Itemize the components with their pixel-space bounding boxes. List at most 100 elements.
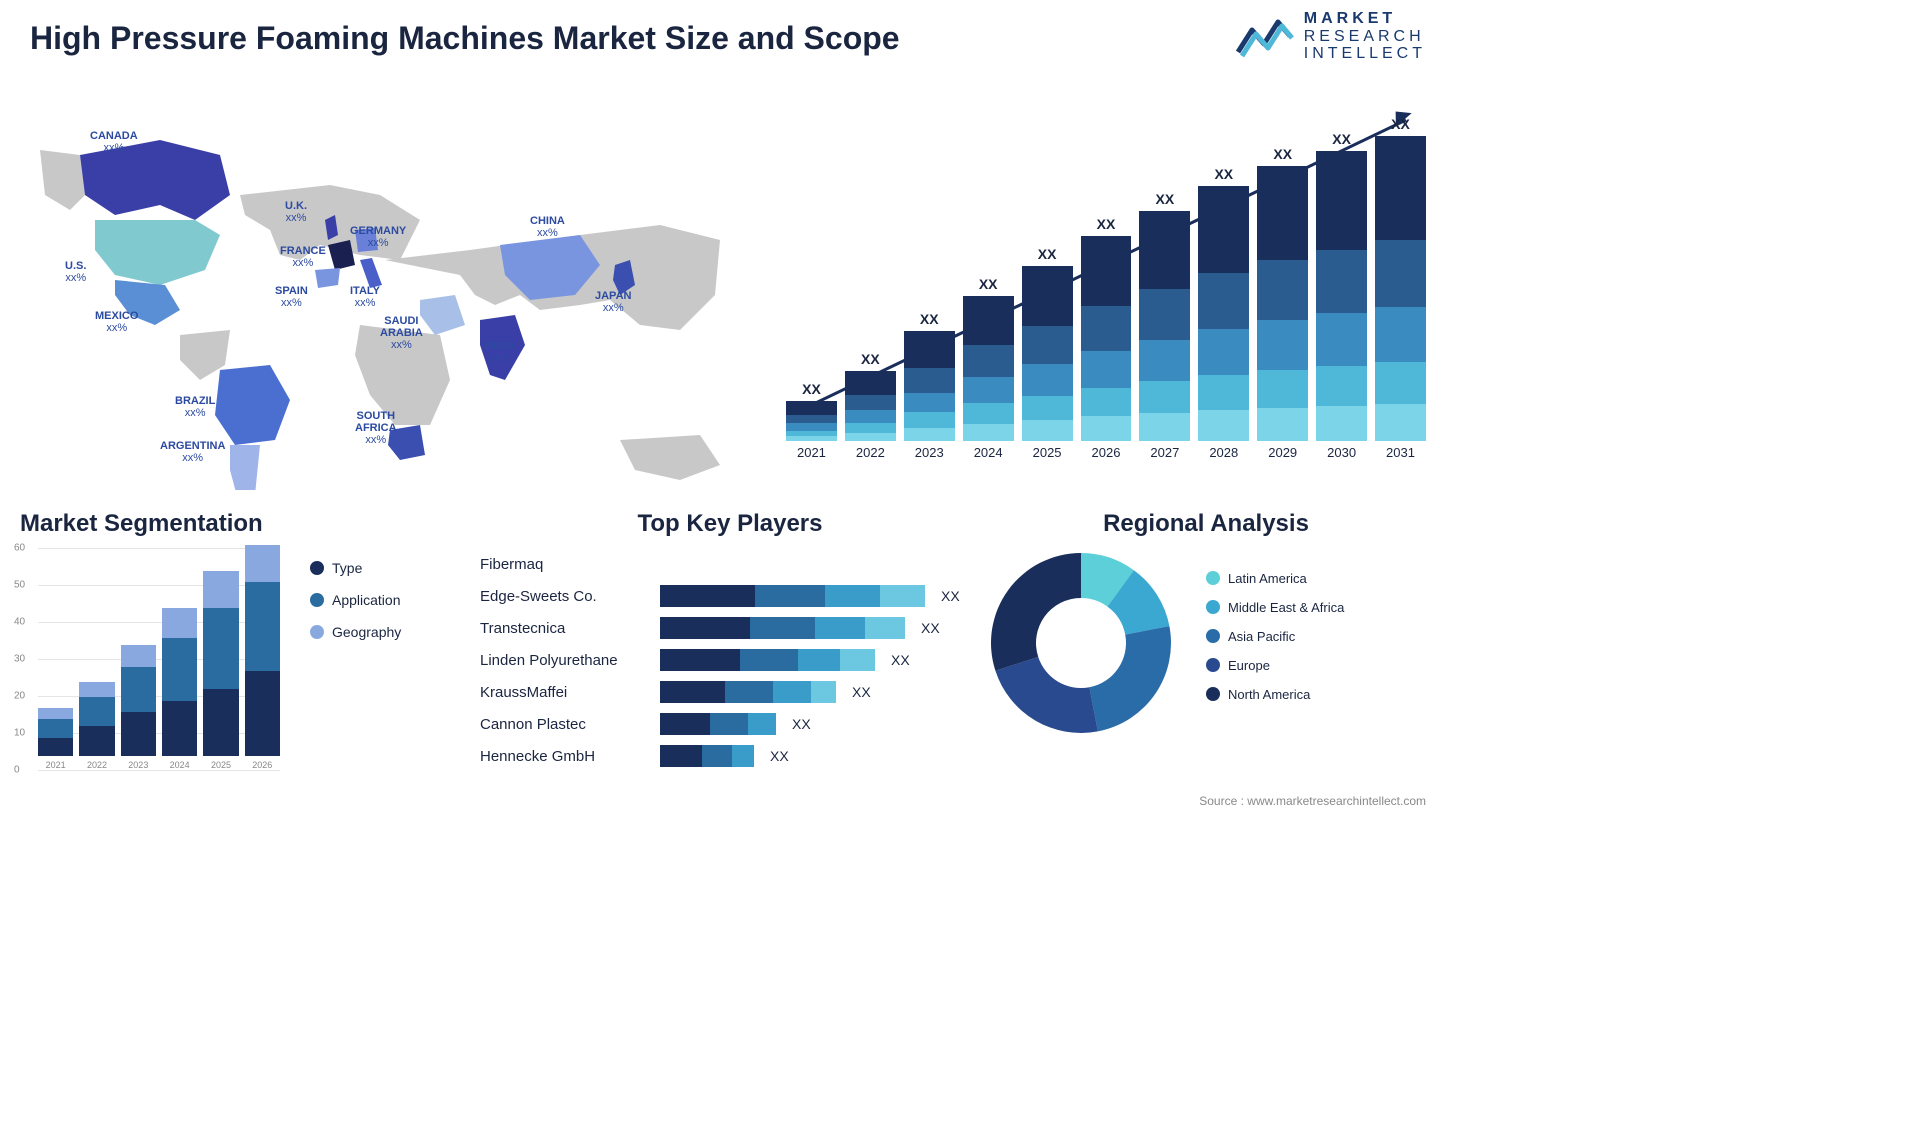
seg-ytick: 60 [14, 543, 25, 554]
forecast-bar: XX 2021 [786, 381, 837, 460]
map-label: CANADAxx% [90, 130, 138, 154]
seg-ytick: 30 [14, 654, 25, 665]
forecast-bar: XX 2024 [963, 276, 1014, 460]
key-player-value: XX [770, 748, 789, 764]
segmentation-section: Market Segmentation 01020304050602021202… [20, 510, 440, 788]
seg-ytick: 10 [14, 728, 25, 739]
forecast-bar: XX2027 [1139, 191, 1190, 460]
forecast-bar: XX 2030 [1316, 131, 1367, 460]
forecast-year-label: 2031 [1386, 445, 1415, 460]
forecast-value-label: XX [861, 351, 880, 367]
logo-line3: INTELLECT [1304, 45, 1426, 63]
forecast-year-label: 2028 [1209, 445, 1238, 460]
key-player-value: XX [852, 684, 871, 700]
logo-line1: MARKET [1304, 10, 1426, 28]
legend-item: Type [310, 560, 401, 576]
seg-ytick: 20 [14, 691, 25, 702]
legend-item: Europe [1206, 658, 1344, 673]
regional-section: Regional Analysis Latin America Middle Ea… [986, 510, 1426, 738]
forecast-year-label: 2025 [1033, 445, 1062, 460]
map-label: GERMANYxx% [350, 225, 406, 249]
forecast-bar: XX2029 [1257, 146, 1308, 460]
forecast-value-label: XX [1156, 191, 1175, 207]
seg-year: 2023 [128, 760, 148, 770]
legend-item: Application [310, 592, 401, 608]
map-label: CHINAxx% [530, 215, 565, 239]
forecast-year-label: 2029 [1268, 445, 1297, 460]
forecast-value-label: XX [1391, 116, 1410, 132]
country-saudi [420, 295, 465, 335]
logo-line2: RESEARCH [1304, 28, 1426, 46]
seg-year: 2024 [170, 760, 190, 770]
seg-year: 2022 [87, 760, 107, 770]
segmentation-title: Market Segmentation [20, 510, 440, 538]
seg-bar: 2024 [162, 608, 197, 770]
key-player-name: Fibermaq [480, 556, 650, 573]
forecast-value-label: XX [1214, 166, 1233, 182]
world-map: CANADAxx%U.S.xx%MEXICOxx%BRAZILxx%ARGENT… [20, 100, 740, 490]
key-player-value: XX [891, 652, 910, 668]
seg-year: 2025 [211, 760, 231, 770]
key-players-section: Top Key Players FibermaqEdge-Sweets Co.X… [480, 510, 980, 772]
key-player-name: Edge-Sweets Co. [480, 588, 650, 605]
country-brazil [215, 365, 290, 445]
seg-bar: 2023 [121, 645, 156, 770]
map-label: INDIAxx% [485, 340, 515, 364]
brand-logo: MARKET RESEARCH INTELLECT [1234, 10, 1426, 63]
key-player-value: XX [921, 620, 940, 636]
country-argentina [230, 445, 260, 490]
regional-donut [986, 548, 1176, 738]
forecast-year-label: 2026 [1092, 445, 1121, 460]
key-player-name: Transtecnica [480, 620, 650, 637]
donut-slice [1089, 626, 1171, 731]
seg-ytick: 50 [14, 580, 25, 591]
forecast-value-label: XX [1332, 131, 1351, 147]
seg-bar: 2026 [245, 545, 280, 770]
key-player-row: Cannon PlastecXX [480, 708, 980, 740]
seg-year: 2021 [46, 760, 66, 770]
legend-item: North America [1206, 687, 1344, 702]
key-player-name: Linden Polyurethane [480, 652, 650, 669]
legend-item: Latin America [1206, 571, 1344, 586]
forecast-year-label: 2030 [1327, 445, 1356, 460]
country-us [95, 220, 220, 285]
map-label: SAUDIARABIAxx% [380, 315, 423, 351]
segmentation-legend: TypeApplicationGeography [310, 560, 401, 656]
donut-slice [995, 657, 1097, 733]
seg-ytick: 0 [14, 765, 20, 776]
map-label: BRAZILxx% [175, 395, 215, 419]
regional-title: Regional Analysis [986, 510, 1426, 538]
key-player-name: Hennecke GmbH [480, 748, 650, 765]
legend-item: Middle East & Africa [1206, 600, 1344, 615]
donut-slice [991, 553, 1081, 671]
map-label: SOUTHAFRICAxx% [355, 410, 397, 446]
forecast-bar: XX2023 [904, 311, 955, 460]
key-player-row: Fibermaq [480, 548, 980, 580]
key-player-row: Edge-Sweets Co.XX [480, 580, 980, 612]
map-label: SPAINxx% [275, 285, 308, 309]
regional-legend: Latin America Middle East & Africa Asia Pa… [1206, 571, 1344, 716]
key-player-row: KraussMaffei XX [480, 676, 980, 708]
key-player-row: Linden Polyurethane XX [480, 644, 980, 676]
forecast-bar: XX2025 [1022, 246, 1073, 460]
forecast-value-label: XX [802, 381, 821, 397]
key-player-row: Transtecnica XX [480, 612, 980, 644]
forecast-bar: XX 2028 [1198, 166, 1249, 460]
seg-bar: 2025 [203, 571, 238, 770]
key-player-row: Hennecke GmbH XX [480, 740, 980, 772]
segmentation-chart: 0102030405060202120222023202420252026 [20, 548, 280, 788]
forecast-year-label: 2021 [797, 445, 826, 460]
key-players-list: FibermaqEdge-Sweets Co.XXTranstecnicaXXL… [480, 548, 980, 772]
key-player-name: Cannon Plastec [480, 716, 650, 733]
country-spain [315, 268, 340, 288]
forecast-year-label: 2024 [974, 445, 1003, 460]
map-label: ARGENTINAxx% [160, 440, 225, 464]
forecast-bar: XX2022 [845, 351, 896, 460]
legend-item: Asia Pacific [1206, 629, 1344, 644]
forecast-value-label: XX [979, 276, 998, 292]
key-player-name: KraussMaffei [480, 684, 650, 701]
logo-icon [1234, 12, 1294, 60]
map-label: MEXICOxx% [95, 310, 138, 334]
seg-bar: 2021 [38, 708, 73, 770]
map-label: U.K.xx% [285, 200, 307, 224]
